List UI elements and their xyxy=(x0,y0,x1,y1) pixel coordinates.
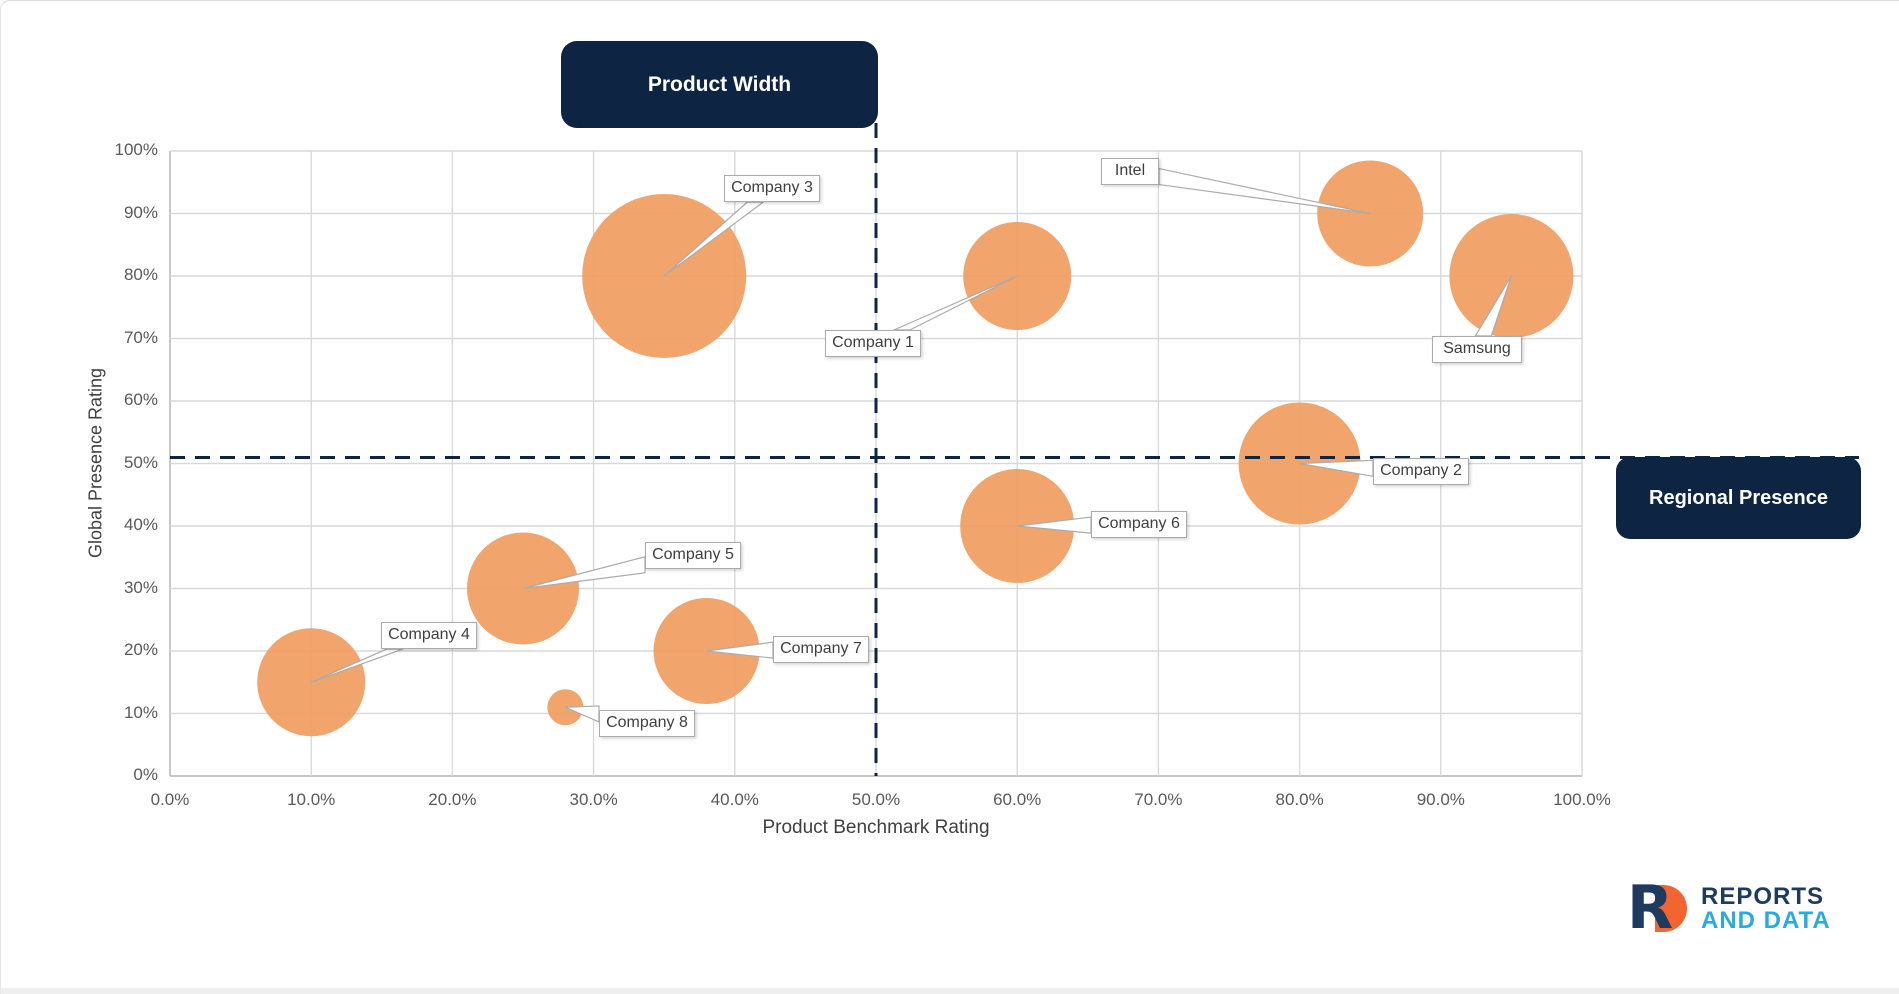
company-label-company-7: Company 7 xyxy=(773,636,869,663)
company-label-samsung: Samsung xyxy=(1432,336,1522,363)
logo-text-and-data: AND DATA xyxy=(1701,907,1831,934)
x-tick-label: 90.0% xyxy=(1416,790,1465,809)
logo-mark: R xyxy=(1627,873,1689,943)
x-tick-label: 70.0% xyxy=(1134,790,1183,809)
company-label-company-6: Company 6 xyxy=(1091,511,1187,538)
x-tick-label: 80.0% xyxy=(1275,790,1324,809)
logo-r-letter: R xyxy=(1627,873,1674,943)
y-tick-label: 90% xyxy=(123,202,158,222)
x-tick-label: 100.0% xyxy=(1553,790,1611,809)
x-tick-label: 20.0% xyxy=(428,790,477,809)
callout-leader xyxy=(1158,167,1371,215)
x-tick-label: 60.0% xyxy=(993,790,1042,809)
logo-text-reports: REPORTS xyxy=(1701,883,1825,910)
y-tick-label: 40% xyxy=(123,515,158,534)
company-label-company-4: Company 4 xyxy=(381,622,477,649)
company-label-company-3: Company 3 xyxy=(724,175,820,202)
company-label-company-2: Company 2 xyxy=(1373,458,1469,485)
x-axis-title: Product Benchmark Rating xyxy=(762,817,990,838)
y-tick-label: 100% xyxy=(114,140,158,159)
company-label-company-5: Company 5 xyxy=(645,542,741,569)
bottom-border xyxy=(1,988,1899,994)
y-tick-label: 70% xyxy=(123,327,158,347)
company-label-company-1: Company 1 xyxy=(825,330,921,357)
quadrant-label-regional-presence: Regional Presence xyxy=(1616,457,1861,539)
x-tick-label: 50.0% xyxy=(851,790,901,809)
y-tick-label: 20% xyxy=(123,640,158,659)
quadrant-label-product-width: Product Width xyxy=(561,41,878,128)
y-tick-label: 50% xyxy=(123,452,158,472)
x-tick-label: 0.0% xyxy=(150,790,190,809)
x-tick-label: 10.0% xyxy=(287,790,336,809)
y-tick-label: 10% xyxy=(123,702,158,722)
company-label-intel: Intel xyxy=(1101,158,1159,185)
reports-and-data-logo: R REPORTS AND DATA xyxy=(1627,873,1831,943)
x-tick-label: 30.0% xyxy=(569,790,618,809)
x-tick-label: 40.0% xyxy=(710,790,759,809)
company-label-company-8: Company 8 xyxy=(599,710,695,737)
y-tick-label: 0% xyxy=(133,765,158,784)
callout-leader xyxy=(663,201,764,277)
callout-leader xyxy=(310,648,404,683)
y-tick-label: 30% xyxy=(123,577,158,597)
y-tick-label: 60% xyxy=(123,390,158,409)
y-tick-label: 80% xyxy=(123,265,158,284)
logo-text: REPORTS AND DATA xyxy=(1701,883,1831,934)
